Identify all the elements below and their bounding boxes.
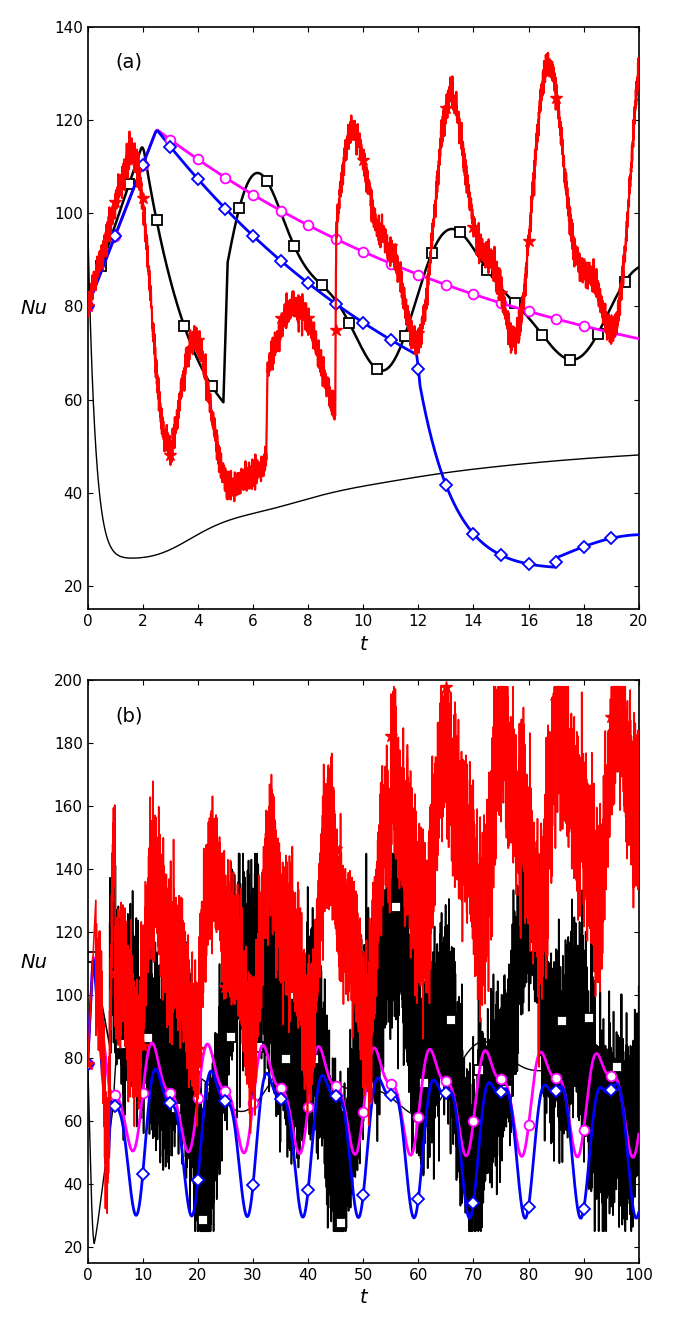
Text: (a): (a) <box>115 53 142 72</box>
Y-axis label: Nu: Nu <box>21 952 48 972</box>
X-axis label: t: t <box>359 1288 367 1307</box>
X-axis label: t: t <box>359 635 367 653</box>
Text: (b): (b) <box>115 706 143 725</box>
Y-axis label: Nu: Nu <box>21 299 48 317</box>
